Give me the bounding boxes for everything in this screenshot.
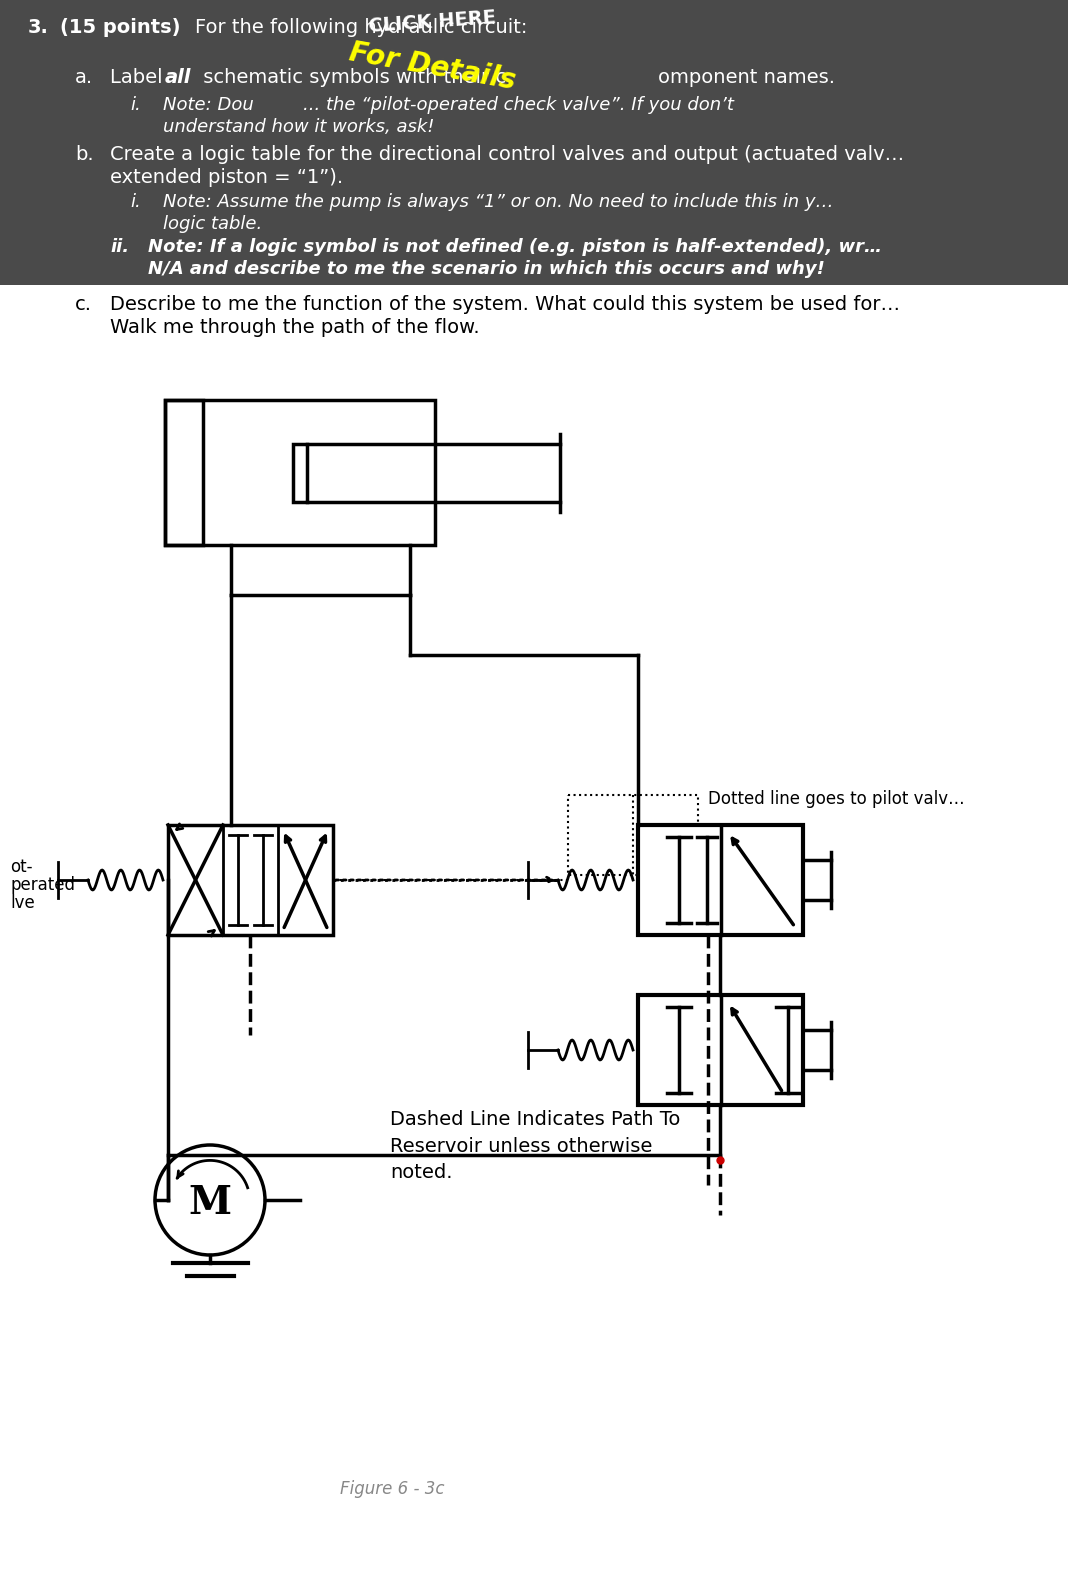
Text: For Details: For Details: [346, 38, 518, 94]
Bar: [638, 825, 803, 935]
Text: a.: a.: [75, 68, 93, 87]
Text: lve: lve: [10, 894, 35, 911]
Text: i.: i.: [130, 96, 141, 113]
Bar: [568, 795, 698, 875]
Text: Describe to me the function of the system. What could this system be used for…: Describe to me the function of the syste…: [110, 294, 900, 313]
Text: c.: c.: [75, 294, 92, 313]
Text: ot-: ot-: [10, 858, 32, 877]
Bar: [168, 825, 333, 935]
Text: Create a logic table for the directional control valves and output (actuated val: Create a logic table for the directional…: [110, 145, 905, 164]
Text: Note: Dou: Note: Dou: [163, 96, 254, 113]
Text: understand how it works, ask!: understand how it works, ask!: [163, 118, 435, 135]
Text: For the following hydraulic circuit:: For the following hydraulic circuit:: [195, 17, 528, 38]
Text: b.: b.: [75, 145, 94, 164]
Text: M: M: [188, 1184, 232, 1221]
Text: perated: perated: [10, 877, 75, 894]
Text: ... the “pilot-operated check valve”. If you don’t: ... the “pilot-operated check valve”. If…: [303, 96, 734, 113]
Text: ii.: ii.: [110, 238, 129, 257]
Text: schematic symbols with their c: schematic symbols with their c: [197, 68, 506, 87]
Bar: [164, 400, 203, 545]
Text: omponent names.: omponent names.: [658, 68, 835, 87]
Text: N/A and describe to me the scenario in which this occurs and why!: N/A and describe to me the scenario in w…: [148, 260, 824, 279]
Text: i.: i.: [130, 194, 141, 211]
Text: Dashed Line Indicates Path To
Reservoir unless otherwise
noted.: Dashed Line Indicates Path To Reservoir …: [390, 1110, 680, 1182]
Text: Label: Label: [110, 68, 169, 87]
Bar: [164, 400, 435, 545]
Text: b: b: [310, 96, 321, 113]
Bar: [638, 995, 803, 1105]
Text: CLICK HERE: CLICK HERE: [367, 8, 497, 36]
Bar: [293, 444, 307, 502]
Text: Note: If a logic symbol is not defined (e.g. piston is half-extended), wr…: Note: If a logic symbol is not defined (…: [148, 238, 882, 257]
Text: (15 points): (15 points): [60, 17, 180, 38]
Text: all: all: [164, 68, 191, 87]
Text: Note: Assume the pump is always “1” or on. No need to include this in y…: Note: Assume the pump is always “1” or o…: [163, 194, 833, 211]
Bar: [0, 0, 1068, 285]
Text: logic table.: logic table.: [163, 216, 263, 233]
Text: Walk me through the path of the flow.: Walk me through the path of the flow.: [110, 318, 480, 337]
Circle shape: [155, 1144, 265, 1254]
Text: Figure 6 - 3c: Figure 6 - 3c: [340, 1480, 444, 1498]
Text: 3.: 3.: [28, 17, 49, 38]
Text: Dotted line goes to pilot valv…: Dotted line goes to pilot valv…: [708, 790, 964, 807]
Text: extended piston = “1”).: extended piston = “1”).: [110, 168, 343, 187]
